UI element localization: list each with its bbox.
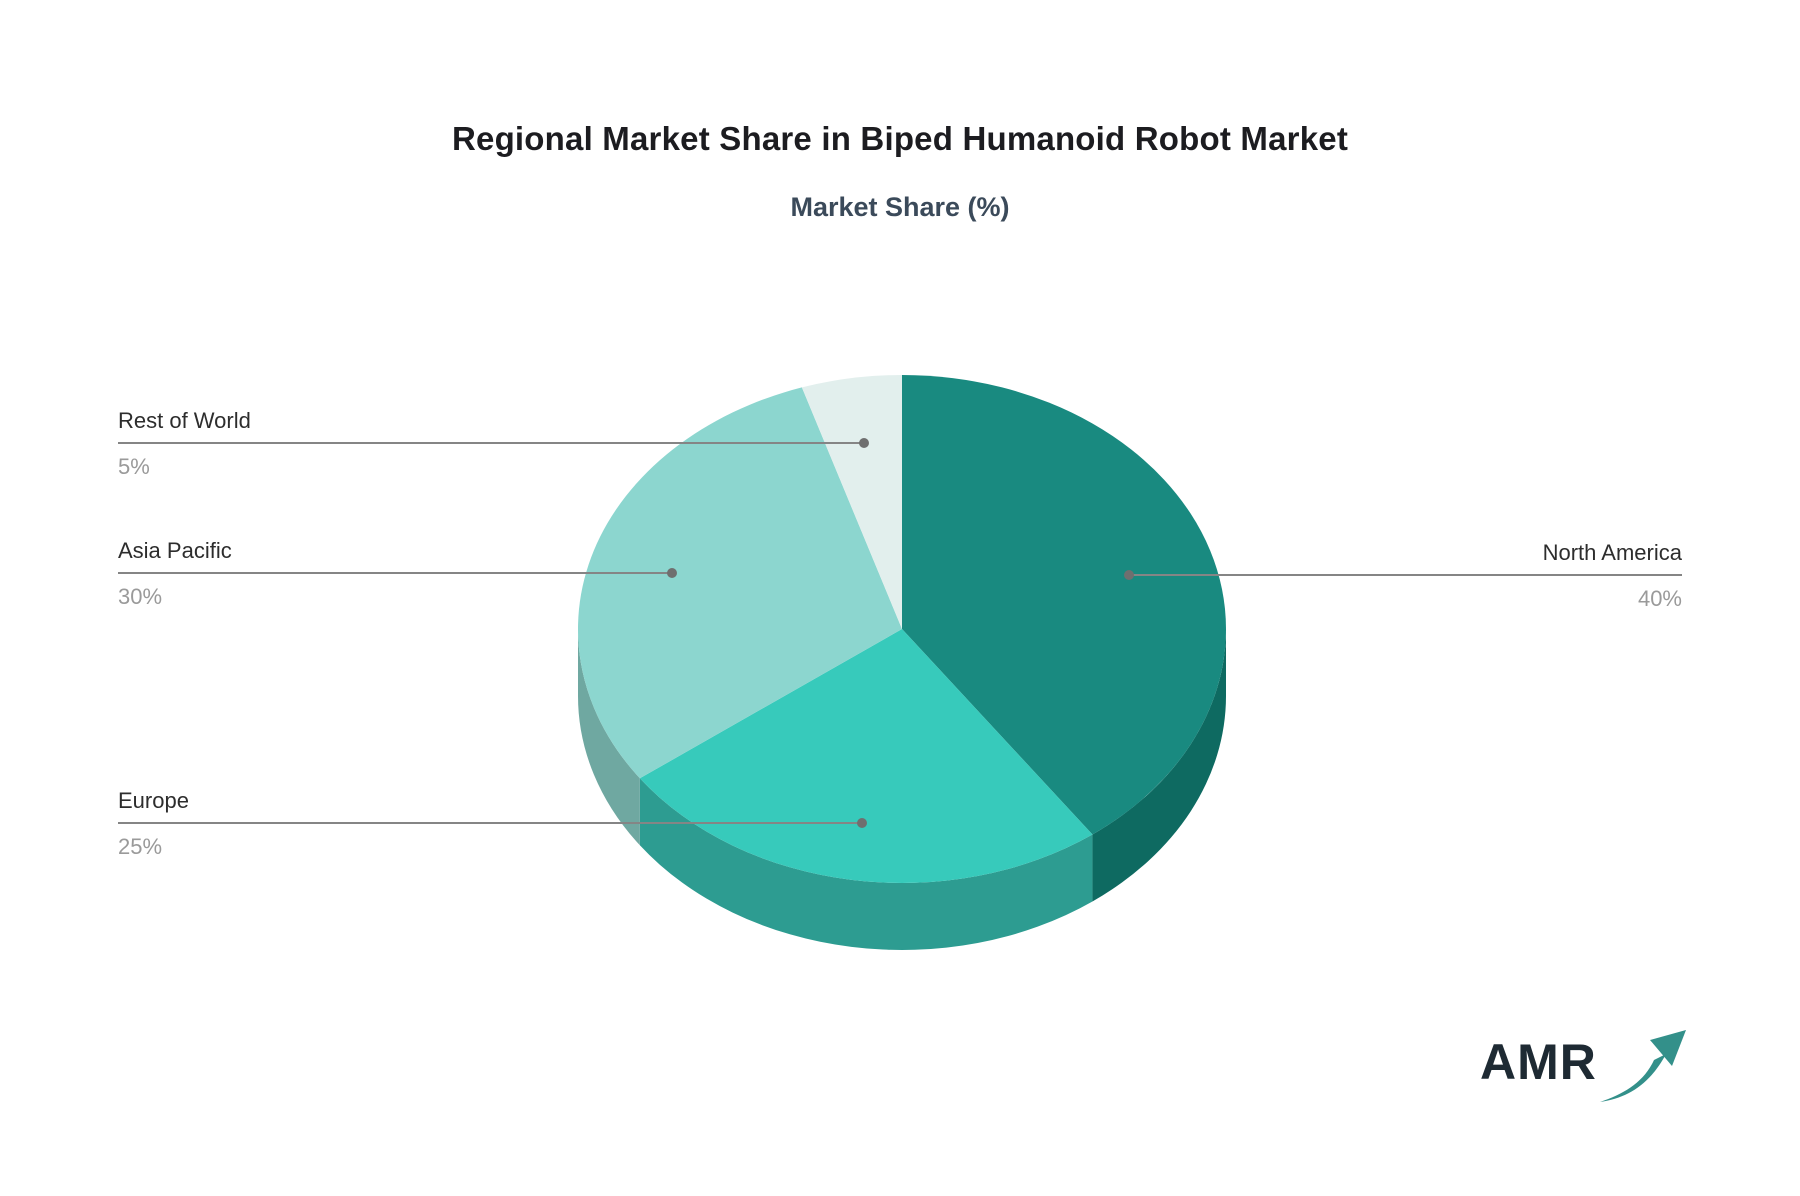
slice-label: Europe [118,788,189,813]
leader-dot [1124,570,1134,580]
chart-title: Regional Market Share in Biped Humanoid … [451,120,1349,157]
pie-slice-north-america-side[interactable] [1092,629,1226,902]
amr-logo: AMR [1480,1030,1686,1102]
callout-rest-of-world: Rest of World 5% [118,407,869,480]
amr-logo-arrow-icon [1600,1030,1686,1102]
leader-line [118,568,677,578]
slice-percent: 25% [118,834,163,859]
leader-line [1124,570,1682,580]
callout-asia-pacific: Asia Pacific 30% [118,537,677,610]
pie-slice-asia-pacific-side[interactable] [578,629,640,846]
slice-percent: 40% [1637,586,1682,611]
leader-dot [859,438,869,448]
pie-slice-europe[interactable] [639,629,1093,883]
pie-slice-north-america[interactable] [902,375,1226,835]
callout-europe: Europe 25% [118,787,867,860]
leader-dot [857,818,867,828]
amr-logo-text: AMR [1480,1034,1597,1090]
slice-label: Asia Pacific [118,538,232,563]
slice-label: North America [1542,540,1682,565]
slice-label: Rest of World [118,408,251,433]
leader-dot [667,568,677,578]
leader-line [118,438,869,448]
chart-subtitle: Market Share (%) [790,192,1010,222]
callout-north-america: North America 40% [1124,539,1682,612]
pie-slice-asia-pacific[interactable] [578,387,902,779]
pie-slice-rest-of-world[interactable] [801,375,902,629]
slice-percent: 5% [118,454,150,479]
slice-percent: 30% [118,584,163,609]
pie-slice-europe-side[interactable] [639,778,1093,950]
leader-line [118,818,867,828]
